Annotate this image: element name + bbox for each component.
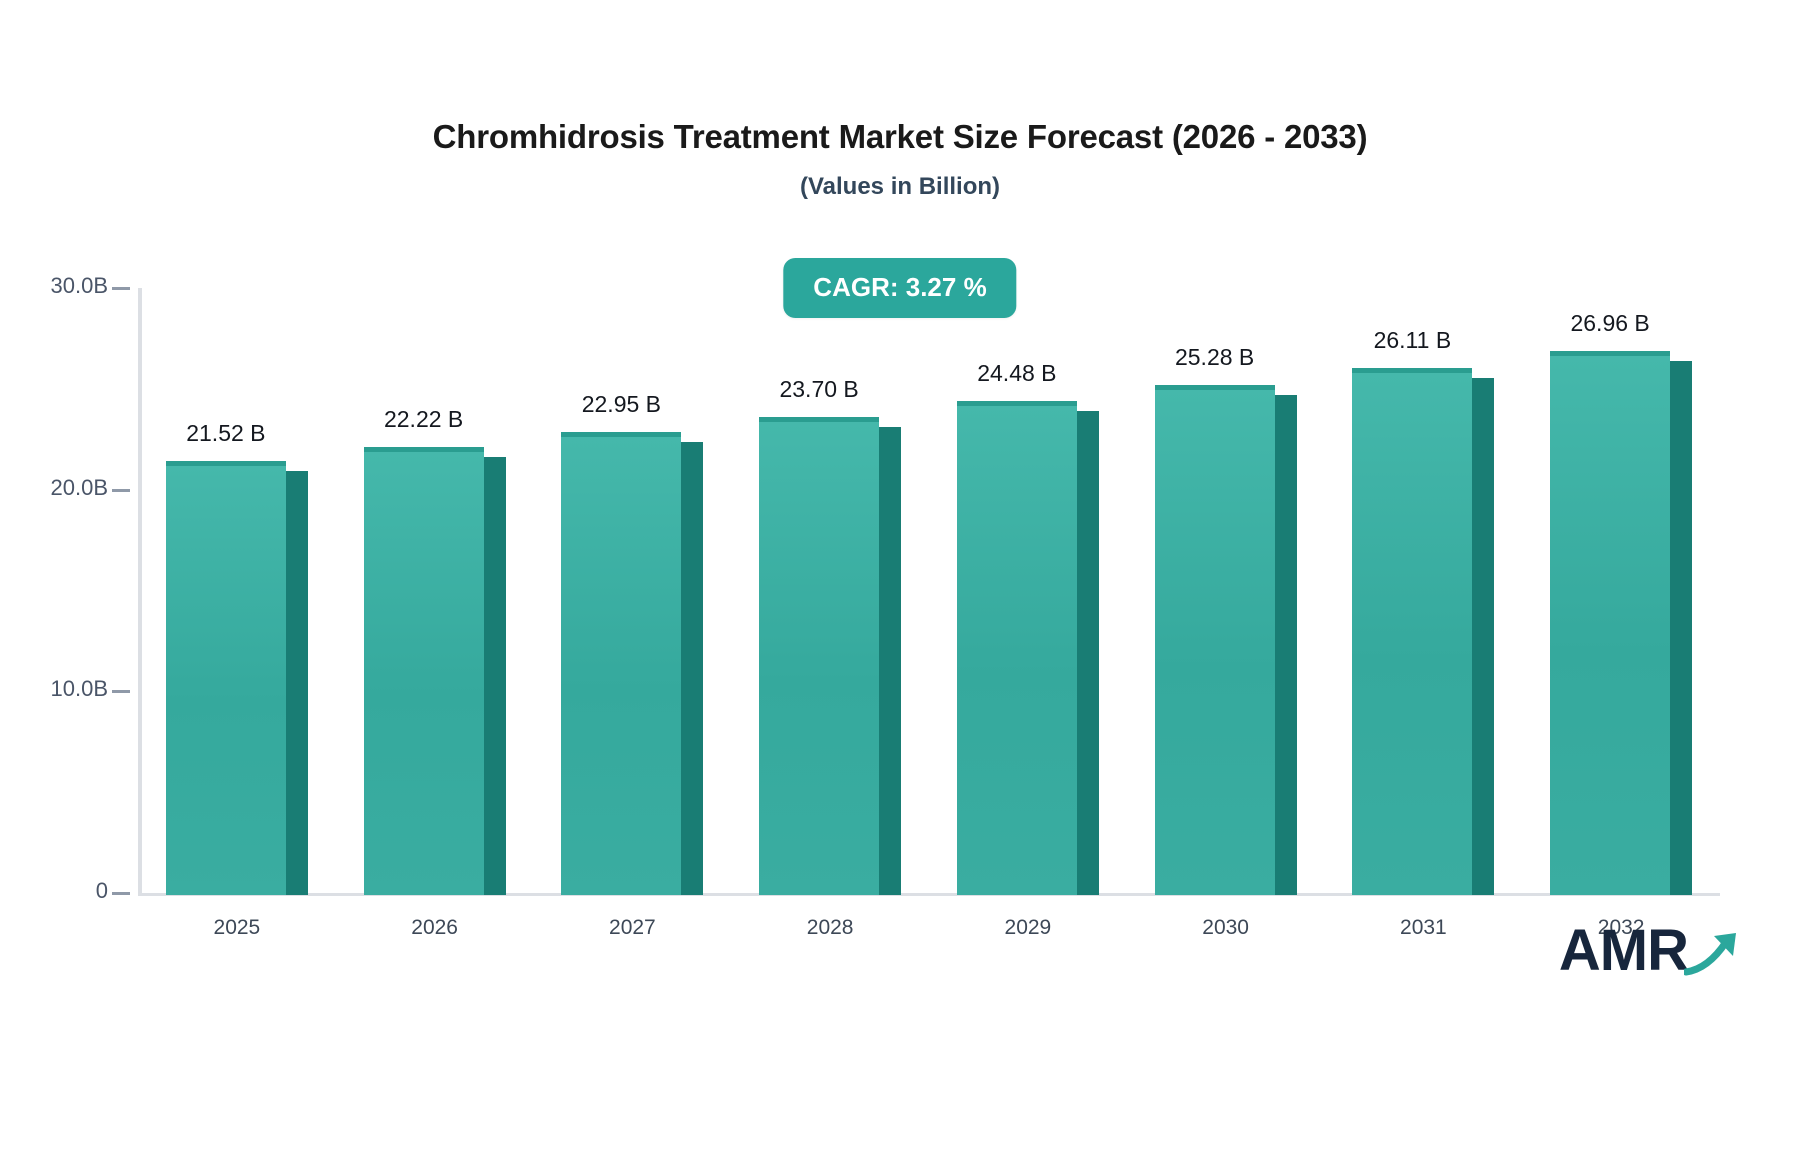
bar-front-face: [1550, 351, 1671, 895]
y-axis-tick-label: 10.0B: [50, 676, 109, 702]
bar-side-face: [1472, 378, 1495, 895]
bar-value-label: 26.96 B: [1570, 310, 1650, 337]
x-axis-tick-label: 2030: [1202, 916, 1249, 939]
cagr-badge: CAGR: 3.27 %: [783, 258, 1017, 318]
bar-group[interactable]: 22.22 B 2026: [363, 288, 506, 939]
bar-group[interactable]: 26.11 B 2031: [1352, 288, 1495, 939]
bar-value-label: 21.52 B: [186, 420, 266, 447]
bar-front-face: [1352, 368, 1473, 895]
y-axis-tick-label: 30.0B: [50, 273, 109, 298]
x-axis-line: [138, 893, 1720, 896]
y-axis-tick-mark: [112, 690, 130, 694]
amr-logo-text: AMR: [1558, 917, 1689, 983]
bar-value-label: 22.22 B: [383, 405, 464, 432]
bar-value-label: 24.48 B: [977, 360, 1057, 387]
x-axis-tick-label: 2026: [411, 916, 458, 939]
bar-front-face: [363, 446, 484, 895]
bar-group[interactable]: 26.96 B 2032: [1550, 288, 1693, 939]
bar-group[interactable]: 25.28 B 2030: [1154, 288, 1297, 939]
bar-value-label: 25.28 B: [1174, 344, 1255, 371]
chart-title: Chromhidrosis Treatment Market Size Fore…: [432, 118, 1368, 155]
bar-value-label: 22.95 B: [581, 391, 662, 418]
chart-subtitle: (Values in Billion): [799, 173, 1001, 200]
bar-side-face: [1076, 411, 1099, 895]
bar-group[interactable]: 23.70 B 2028: [759, 288, 902, 939]
amr-logo: AMR: [1559, 920, 1746, 981]
x-axis-tick-label: 2025: [213, 916, 261, 939]
y-axis-line: [138, 288, 142, 895]
bar-side-face: [681, 442, 704, 895]
bar-front-face: [561, 432, 682, 895]
x-axis-tick-label: 2028: [806, 916, 854, 939]
bar-series: 21.52 B 2025 22.22 B 2026 22.95 B 2027 23.70 B…: [138, 288, 1720, 939]
x-axis-tick-label: 2027: [609, 916, 656, 939]
bar-side-face: [1670, 361, 1693, 895]
bar-value-label: 23.70 B: [779, 376, 859, 403]
bar-group[interactable]: 24.48 B 2029: [956, 288, 1099, 939]
bar-group[interactable]: 21.52 B 2025: [165, 288, 308, 939]
bar-side-face: [285, 471, 308, 895]
bar-value-label: 26.11 B: [1373, 327, 1452, 354]
y-axis-tick-label: 20.0B: [50, 474, 109, 500]
y-axis-tick-mark: [112, 488, 130, 492]
bar-front-face: [165, 461, 286, 895]
growth-arrow-icon: [1682, 930, 1746, 981]
x-axis-tick-label: 2032: [1597, 916, 1645, 939]
y-axis-tick-mark: [112, 892, 130, 895]
bar-group[interactable]: 22.95 B 2027: [561, 288, 704, 939]
bar-side-face: [1274, 395, 1297, 895]
bar-front-face: [1154, 385, 1275, 895]
bar-side-face: [483, 456, 506, 895]
bar-front-face: [956, 401, 1077, 895]
bar-front-face: [759, 417, 880, 895]
bar-side-face: [879, 427, 902, 895]
x-axis-tick-label: 2029: [1004, 916, 1052, 939]
y-axis-tick-mark: [112, 287, 130, 290]
x-axis-tick-label: 2031: [1400, 916, 1447, 939]
y-axis-tick-label: 0: [95, 878, 108, 903]
